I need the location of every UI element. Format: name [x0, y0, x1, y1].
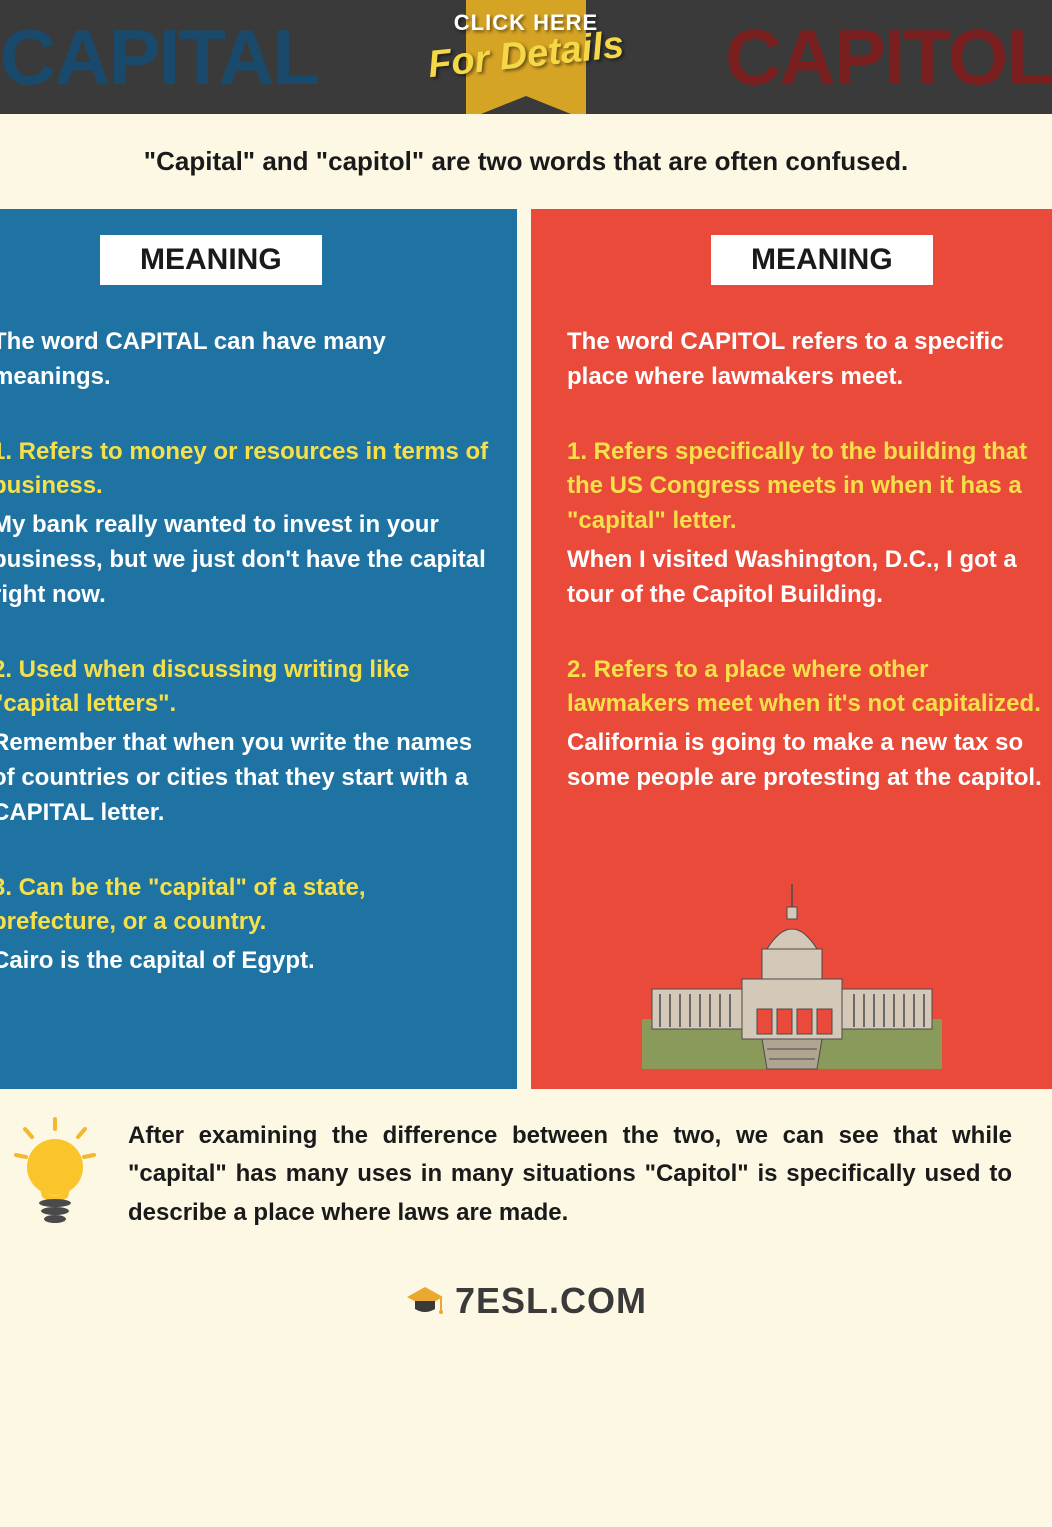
click-here-badge[interactable]: CLICK HERE For Details	[428, 10, 624, 77]
header-bar: CAPITAL CLICK HERE For Details CAPITOL	[0, 0, 1052, 114]
site-logo[interactable]: 7ESL.COM	[405, 1280, 647, 1322]
meaning-label-right: MEANING	[711, 235, 933, 285]
left-def-3: 3. Can be the "capital" of a state, pref…	[0, 871, 491, 941]
footer-note-text: After examining the difference between t…	[128, 1117, 1012, 1232]
right-def-1: 1. Refers specifically to the building t…	[567, 435, 1052, 539]
intro-sentence: "Capital" and "capitol" are two words th…	[0, 114, 1052, 209]
column-capitol: MEANING The word CAPITOL refers to a spe…	[531, 209, 1052, 1089]
site-name: 7ESL.COM	[455, 1280, 647, 1322]
left-example-3: Cairo is the capital of Egypt.	[0, 944, 491, 979]
right-intro: The word CAPITOL refers to a specific pl…	[567, 325, 1052, 395]
left-example-1: My bank really wanted to invest in your …	[0, 508, 491, 612]
site-footer: 7ESL.COM	[0, 1260, 1052, 1352]
capitol-building-icon	[632, 879, 952, 1079]
lightbulb-icon	[10, 1117, 100, 1232]
graduation-cap-icon	[405, 1285, 445, 1317]
header-word-capitol: CAPITOL	[725, 18, 1052, 96]
meaning-label-left: MEANING	[100, 235, 322, 285]
left-def-2: 2. Used when discussing writing like "ca…	[0, 653, 491, 723]
right-def-2: 2. Refers to a place where other lawmake…	[567, 653, 1052, 723]
right-example-2: California is going to make a new tax so…	[567, 726, 1052, 796]
right-example-1: When I visited Washington, D.C., I got a…	[567, 543, 1052, 613]
header-word-capital: CAPITAL	[0, 18, 318, 96]
left-intro: The word CAPITAL can have many meanings.	[0, 325, 491, 395]
columns-container: MEANING The word CAPITAL can have many m…	[0, 209, 1052, 1089]
footer-note: After examining the difference between t…	[0, 1089, 1052, 1260]
column-capital: MEANING The word CAPITAL can have many m…	[0, 209, 517, 1089]
left-def-1: 1. Refers to money or resources in terms…	[0, 435, 491, 505]
left-example-2: Remember that when you write the names o…	[0, 726, 491, 830]
